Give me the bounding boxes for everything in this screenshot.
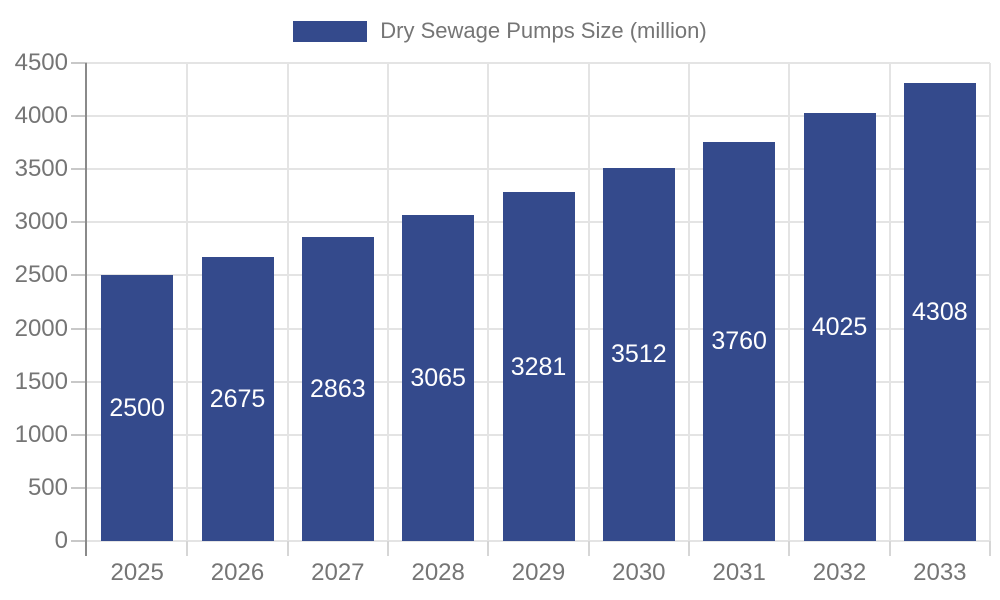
x-category-label: 2033 (913, 559, 967, 586)
bar-value-label: 4025 (811, 313, 868, 342)
y-tick-label: 1000 (14, 420, 68, 448)
y-axis-tick (71, 274, 87, 277)
bar-value-label: 4308 (912, 298, 968, 327)
x-category-label: 2028 (411, 559, 465, 586)
bar (602, 167, 675, 541)
x-category-label: 2032 (812, 559, 867, 586)
y-tick-label: 2500 (14, 261, 68, 289)
x-axis-tick (587, 541, 590, 556)
x-category-label: 2026 (210, 559, 265, 586)
y-tick-label: 2000 (14, 314, 68, 342)
y-axis-tick (71, 540, 87, 542)
legend-swatch (293, 20, 368, 42)
x-gridline (186, 63, 189, 541)
bar-value-label: 2863 (310, 374, 366, 403)
y-axis-tick (71, 115, 87, 118)
x-gridline (688, 63, 690, 541)
y-gridline (87, 168, 990, 171)
y-axis-tick (71, 327, 87, 330)
legend-item[interactable]: Dry Sewage Pumps Size (million) (0, 18, 1000, 44)
x-axis-tick (788, 541, 791, 556)
y-tick-label: 500 (27, 473, 68, 501)
x-axis-tick (688, 541, 690, 556)
x-axis-tick (186, 541, 189, 556)
y-axis-tick (71, 221, 87, 224)
bar-value-label: 3065 (410, 364, 466, 393)
x-axis-tick (286, 541, 289, 556)
y-tick-label: 1500 (14, 367, 68, 395)
y-axis-tick (71, 433, 87, 436)
x-category-label: 2030 (612, 559, 666, 586)
y-tick-label: 4000 (14, 102, 68, 130)
x-axis-tick (387, 541, 389, 556)
x-axis-tick (888, 541, 891, 556)
x-gridline (888, 63, 891, 541)
x-category-label: 2029 (511, 559, 566, 586)
bar-value-label: 3512 (611, 340, 667, 369)
x-gridline (587, 63, 590, 541)
x-category-label: 2025 (110, 559, 164, 586)
x-gridline (487, 63, 490, 541)
y-tick-label: 4500 (14, 49, 68, 76)
x-gridline (989, 63, 991, 541)
y-axis-tick (71, 486, 87, 489)
bar (502, 192, 575, 541)
bar (803, 113, 876, 541)
x-category-label: 2031 (712, 559, 766, 586)
bar-value-label: 3760 (711, 327, 767, 356)
y-gridline (87, 62, 990, 64)
bar-value-label: 2500 (109, 394, 165, 423)
x-axis-tick (989, 541, 991, 556)
bar (201, 256, 274, 541)
x-gridline (387, 63, 389, 541)
x-gridline (788, 63, 791, 541)
x-axis-tick (487, 541, 490, 556)
y-tick-label: 3000 (14, 208, 68, 236)
y-axis-tick (71, 168, 87, 171)
y-tick-label: 3500 (14, 155, 68, 183)
y-axis-tick (71, 380, 87, 383)
bar-value-label: 2675 (209, 384, 266, 413)
y-tick-label: 0 (54, 527, 68, 554)
bar (903, 83, 976, 541)
bar (301, 236, 374, 541)
y-axis-tick (71, 62, 87, 64)
bar (402, 215, 475, 541)
bar (101, 275, 174, 541)
y-gridline (87, 115, 990, 118)
x-gridline (286, 63, 289, 541)
x-category-label: 2027 (311, 559, 365, 586)
bar-value-label: 3281 (510, 352, 567, 381)
y-axis-line (85, 63, 87, 556)
y-gridline (87, 540, 990, 542)
legend-label: Dry Sewage Pumps Size (million) (380, 18, 707, 43)
bar (703, 141, 776, 541)
